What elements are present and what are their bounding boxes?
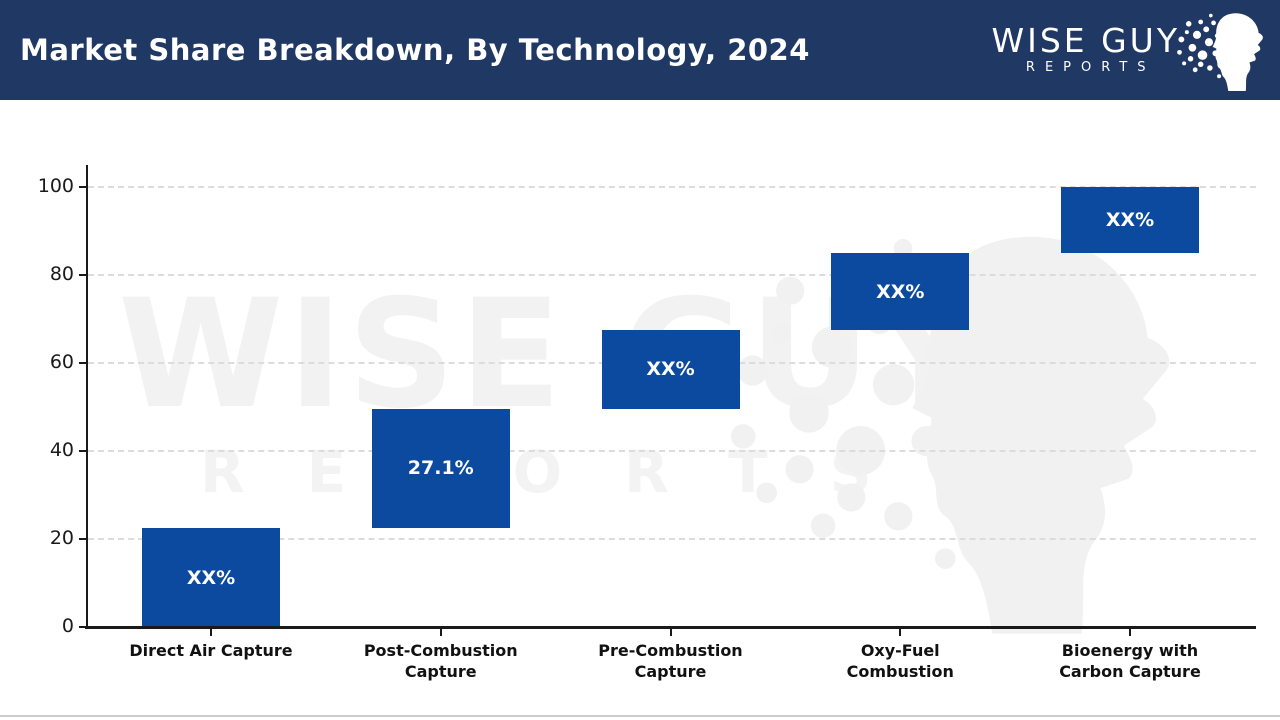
y-tick-mark — [79, 186, 87, 188]
y-tick-mark — [79, 362, 87, 364]
y-tick-label: 40 — [49, 439, 74, 461]
y-tick-label: 20 — [49, 527, 74, 549]
footer-divider — [0, 715, 1280, 717]
x-tick-mark — [210, 629, 212, 636]
x-tick-mark — [669, 629, 672, 636]
bar-2: 27.1% — [371, 408, 510, 528]
bar-value-label: XX% — [646, 358, 695, 381]
x-tick-mark — [439, 629, 442, 636]
y-axis-spine — [86, 165, 88, 627]
y-tick-label: 60 — [49, 351, 74, 373]
bar-4: XX% — [831, 253, 970, 330]
x-axis-spine — [85, 626, 1256, 629]
bar-value-label: XX% — [876, 280, 925, 303]
logo-line1: WISE GUY — [991, 21, 1180, 60]
wiseguy-logo: WISE GUY REPORTS — [991, 10, 1280, 91]
logo-wordmark: WISE GUY REPORTS — [991, 23, 1180, 77]
y-tick-label: 0 — [61, 615, 74, 637]
y-tick-mark — [79, 450, 87, 452]
y-tick-label: 80 — [49, 263, 74, 285]
x-axis-label: Pre-Combustion Capture — [598, 641, 743, 681]
bar-value-label: XX% — [1105, 209, 1155, 231]
x-axis-label: Post-Combustion Capture — [363, 641, 518, 681]
x-tick-mark — [1129, 629, 1131, 636]
x-axis-label: Oxy-Fuel Combustion — [846, 641, 954, 681]
y-tick-label: 100 — [37, 175, 74, 197]
logo-face-icon — [1174, 10, 1266, 91]
x-axis-label: Bioenergy with Carbon Capture — [1059, 641, 1201, 681]
bar-value-label: 27.1% — [407, 457, 474, 480]
bar-1: XX% — [142, 528, 280, 627]
gridline-20 — [88, 538, 1256, 540]
page-title: Market Share Breakdown, By Technology, 2… — [20, 33, 810, 67]
bar-value-label: XX% — [186, 566, 236, 589]
y-tick-mark — [79, 538, 87, 540]
gridline-40 — [88, 450, 1256, 452]
y-tick-mark — [79, 274, 87, 276]
gridline-100 — [88, 186, 1256, 188]
x-axis-label: Direct Air Capture — [129, 641, 293, 660]
header-bar: Market Share Breakdown, By Technology, 2… — [0, 0, 1280, 100]
y-tick-mark — [79, 626, 87, 628]
logo-line2: REPORTS — [1025, 60, 1156, 75]
bar-3: XX% — [601, 330, 740, 409]
bar-5: XX% — [1061, 187, 1199, 253]
gridline-80 — [88, 274, 1256, 276]
x-tick-mark — [899, 629, 902, 636]
